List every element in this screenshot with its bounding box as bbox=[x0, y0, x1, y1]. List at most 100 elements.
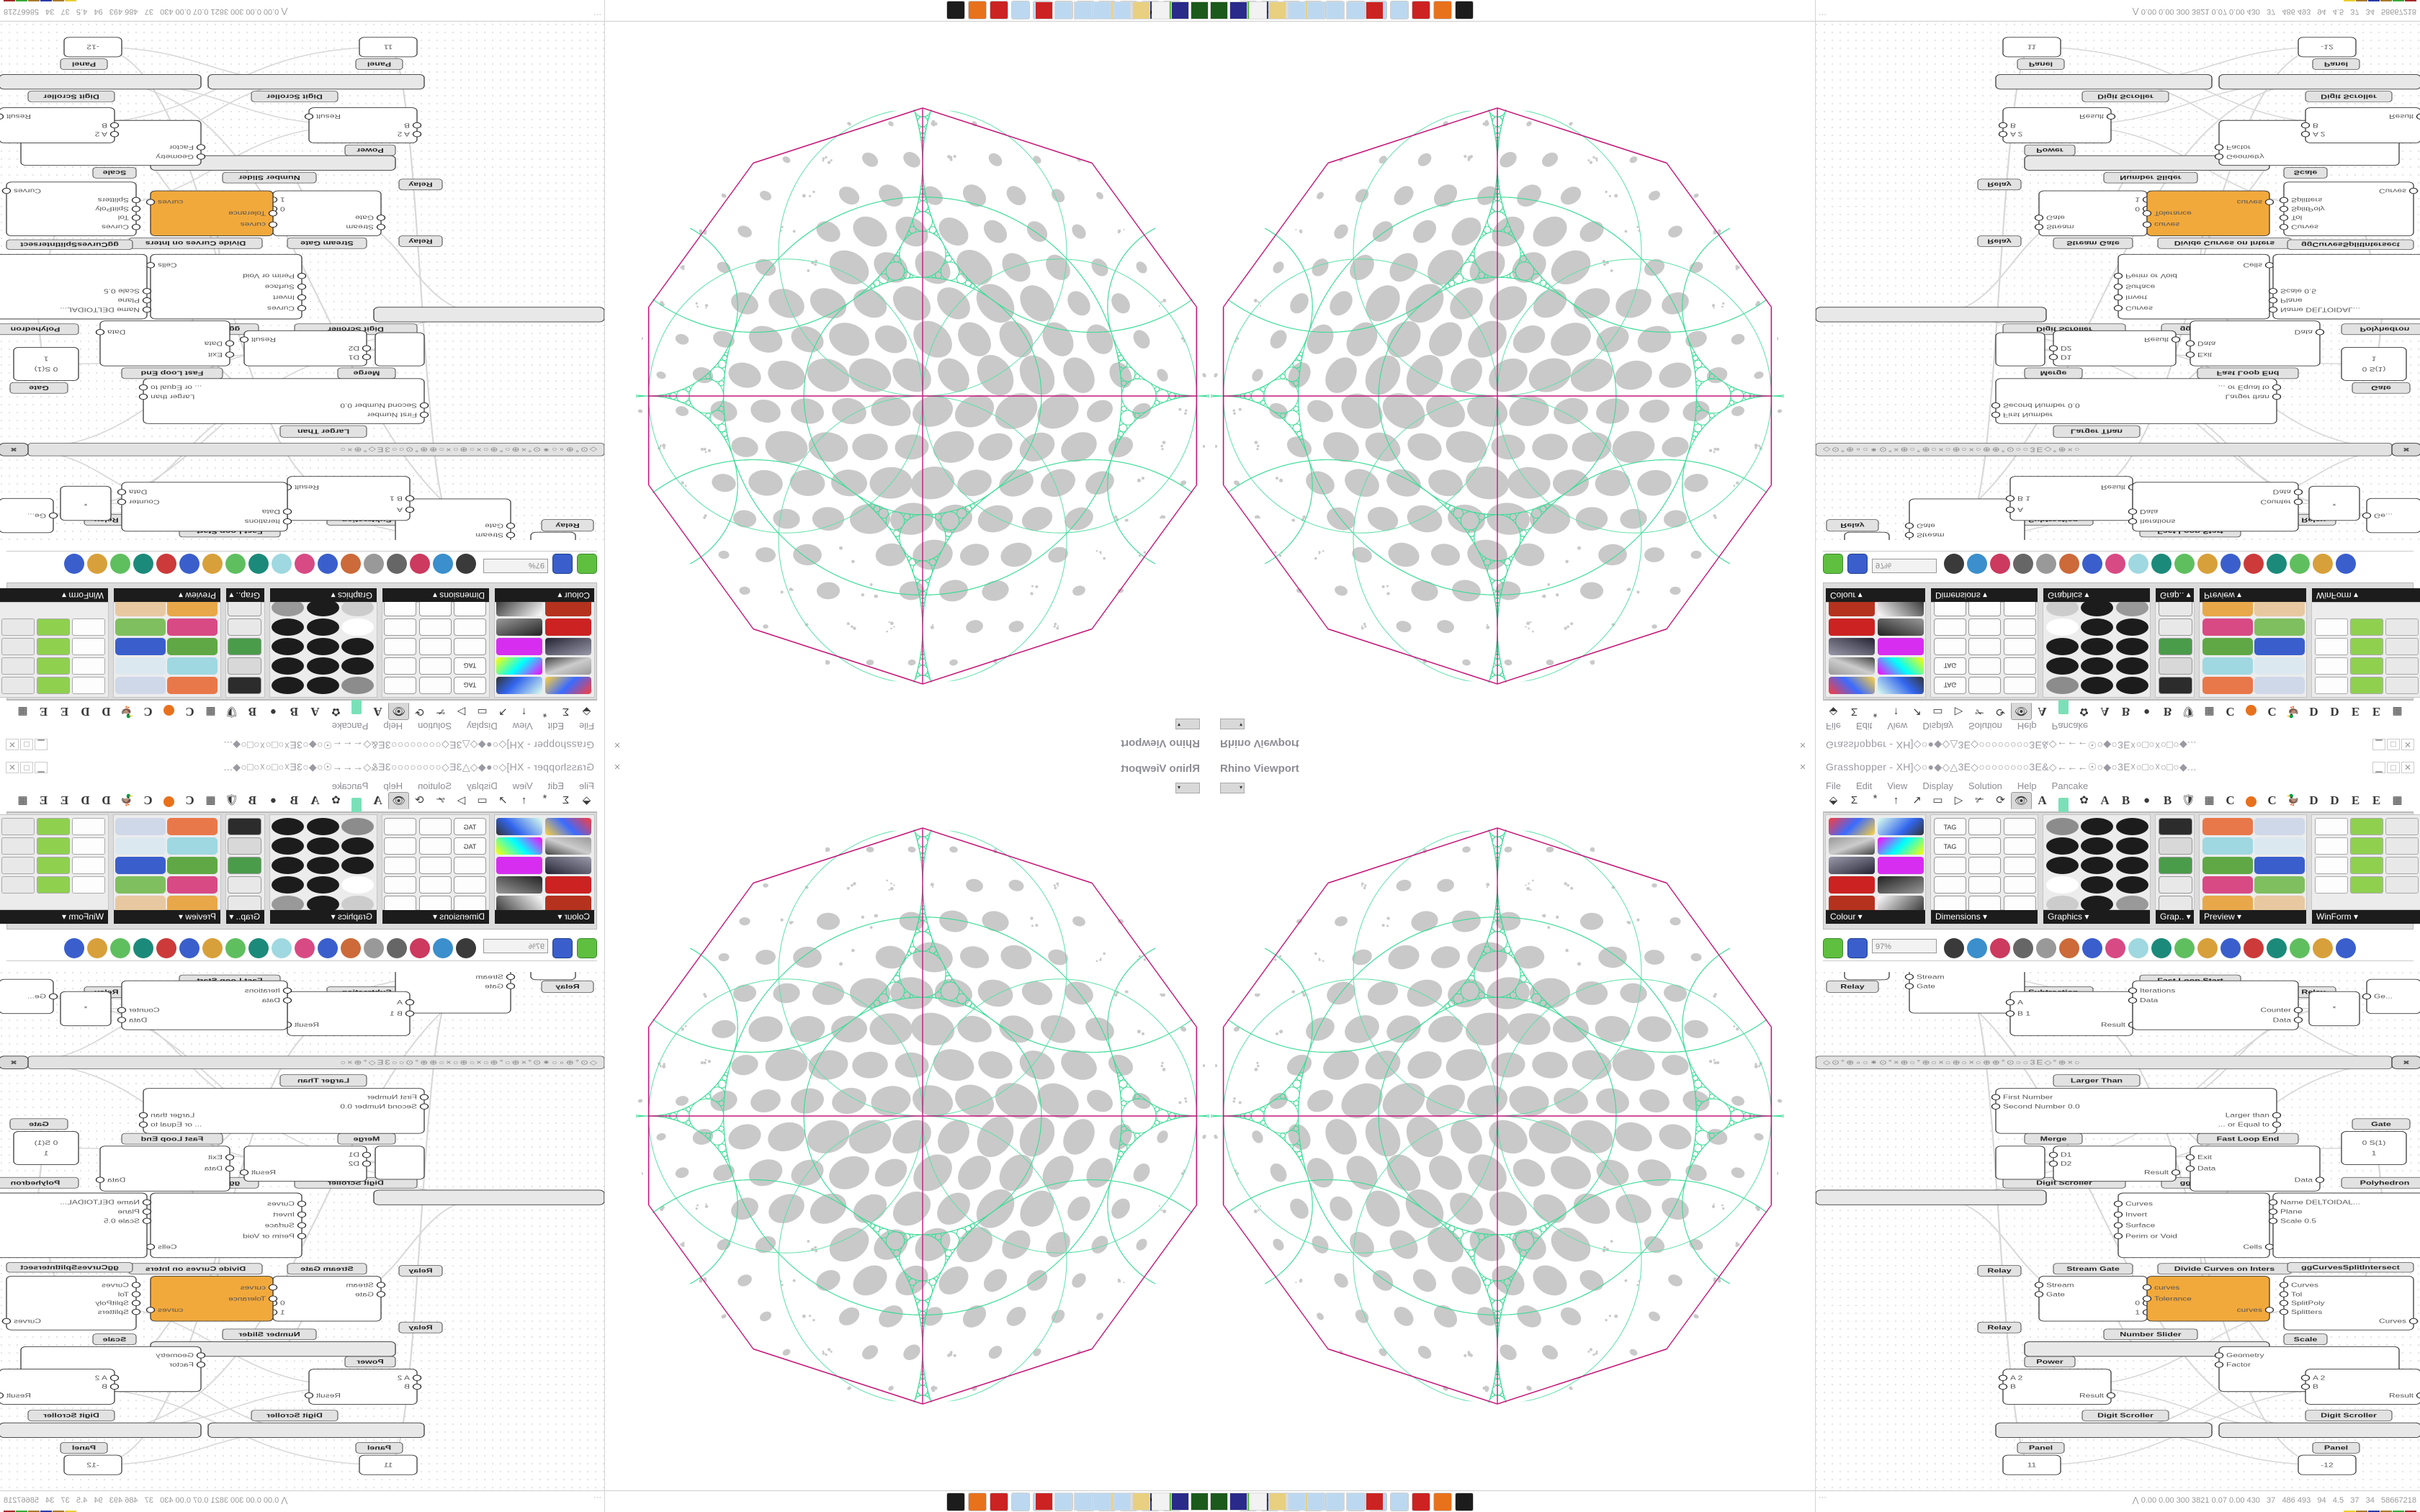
svg-text:Exit: Exit bbox=[208, 351, 223, 357]
svg-text:*: * bbox=[2333, 500, 2336, 506]
svg-text:Larger than: Larger than bbox=[151, 1112, 195, 1119]
svg-text:0 S(1): 0 S(1) bbox=[35, 366, 58, 372]
svg-text:11: 11 bbox=[383, 1462, 393, 1469]
svg-text:Power: Power bbox=[2036, 147, 2063, 154]
svg-text:Tolerance: Tolerance bbox=[2154, 210, 2192, 216]
svg-text:Number Slider: Number Slider bbox=[2120, 1331, 2181, 1338]
svg-text:Perim or Void: Perim or Void bbox=[243, 1233, 295, 1240]
svg-text:1: 1 bbox=[2135, 1310, 2140, 1316]
svg-text:A: A bbox=[2017, 506, 2023, 513]
svg-text:Data: Data bbox=[2295, 1177, 2313, 1184]
svg-text:Data: Data bbox=[2273, 488, 2292, 495]
svg-text:First Number: First Number bbox=[367, 411, 417, 418]
svg-text:D1: D1 bbox=[348, 1152, 359, 1158]
svg-text:Result: Result bbox=[2389, 1393, 2414, 1400]
svg-text:Panel: Panel bbox=[2029, 60, 2053, 68]
svg-text:Exit: Exit bbox=[2197, 351, 2212, 357]
svg-text:1: 1 bbox=[43, 1151, 48, 1157]
svg-text:D1: D1 bbox=[348, 354, 359, 360]
svg-text:Stream Gate: Stream Gate bbox=[300, 240, 354, 247]
svg-text:Divide Curves on Inters: Divide Curves on Inters bbox=[145, 1266, 246, 1273]
svg-text:B 1: B 1 bbox=[2017, 495, 2030, 501]
svg-text:Data: Data bbox=[204, 1166, 223, 1172]
svg-text:SplitPoly: SplitPoly bbox=[94, 1300, 129, 1307]
svg-text:B: B bbox=[2010, 1384, 2016, 1390]
svg-text:1: 1 bbox=[2135, 196, 2140, 202]
svg-text:ggCurvesSplitIntersect: ggCurvesSplitIntersect bbox=[2301, 1264, 2400, 1272]
svg-text:Cells: Cells bbox=[2243, 261, 2262, 268]
svg-text:Data: Data bbox=[107, 328, 126, 335]
svg-text:Scale 0.5: Scale 0.5 bbox=[2280, 287, 2316, 294]
svg-text:Tolerance: Tolerance bbox=[2154, 1296, 2192, 1302]
svg-text:1: 1 bbox=[280, 196, 285, 202]
svg-text:A: A bbox=[397, 999, 403, 1006]
svg-text:Data: Data bbox=[204, 340, 223, 346]
svg-text:B: B bbox=[2010, 122, 2016, 128]
svg-text:◇⊙°⊕∘○⁕⊙°×⊕○°⊕○×○⊕○×○⊕⊕°⊙○○3E◇: ◇⊙°⊕∘○⁕⊙°×⊕○°⊕○×○⊕○×○⊕⊕°⊙○○3E◇°⊕×○ bbox=[339, 446, 597, 453]
svg-text:Result: Result bbox=[2079, 1393, 2104, 1400]
svg-text:B: B bbox=[102, 122, 107, 128]
svg-text:0: 0 bbox=[2135, 1300, 2140, 1307]
svg-text:Stream: Stream bbox=[346, 223, 374, 230]
svg-text:Factor: Factor bbox=[169, 144, 194, 150]
svg-text:Exit: Exit bbox=[2197, 1155, 2212, 1161]
svg-text:Gate: Gate bbox=[1917, 522, 1935, 528]
svg-text:Iterations: Iterations bbox=[2140, 518, 2175, 524]
svg-text:A 2: A 2 bbox=[94, 130, 107, 137]
svg-text:Larger Than: Larger Than bbox=[2071, 1077, 2123, 1084]
svg-text:Merge: Merge bbox=[354, 369, 380, 377]
svg-text:Name DELTOIDAL...: Name DELTOIDAL... bbox=[2280, 1200, 2360, 1206]
svg-text:Second Number 0.0: Second Number 0.0 bbox=[2003, 1104, 2080, 1110]
svg-text:Result: Result bbox=[2079, 113, 2104, 120]
svg-text:Digit Scroller: Digit Scroller bbox=[43, 93, 99, 100]
svg-text:D2: D2 bbox=[348, 1161, 359, 1168]
svg-text:Gate: Gate bbox=[2371, 384, 2391, 392]
svg-text:Iterations: Iterations bbox=[245, 518, 280, 524]
svg-text:Plane: Plane bbox=[117, 1209, 140, 1215]
svg-text:D1: D1 bbox=[2061, 1152, 2072, 1158]
svg-text:Counter: Counter bbox=[128, 1007, 159, 1014]
svg-text:Data: Data bbox=[2295, 328, 2313, 335]
svg-text:1: 1 bbox=[2372, 355, 2377, 361]
svg-text:D1: D1 bbox=[2061, 354, 2072, 360]
svg-text:B: B bbox=[2313, 122, 2318, 128]
svg-text:Result: Result bbox=[6, 1393, 31, 1400]
svg-text:0 S(1): 0 S(1) bbox=[2362, 1140, 2386, 1146]
svg-text:Data: Data bbox=[2140, 508, 2159, 515]
svg-text:Result: Result bbox=[316, 1393, 341, 1400]
svg-text:Second Number 0.0: Second Number 0.0 bbox=[340, 402, 417, 408]
svg-text:Panel: Panel bbox=[367, 60, 391, 68]
svg-text:Tol: Tol bbox=[118, 1292, 129, 1298]
svg-text:Power: Power bbox=[357, 1359, 383, 1366]
svg-text:Fast Loop End: Fast Loop End bbox=[2217, 1135, 2280, 1143]
svg-text:A 2: A 2 bbox=[397, 130, 410, 137]
svg-text:curves: curves bbox=[2237, 199, 2262, 205]
svg-text:Data: Data bbox=[261, 998, 280, 1004]
svg-text:Larger than: Larger than bbox=[2226, 1112, 2270, 1119]
svg-text:Curves: Curves bbox=[2125, 305, 2153, 311]
svg-text:ggCurvesSplitIntersect: ggCurvesSplitIntersect bbox=[20, 241, 119, 248]
svg-text:B: B bbox=[404, 122, 410, 128]
svg-text:0: 0 bbox=[2135, 205, 2140, 212]
svg-text:Invert: Invert bbox=[273, 294, 295, 300]
svg-text:First Number: First Number bbox=[2003, 411, 2053, 418]
svg-text:B 1: B 1 bbox=[2017, 1011, 2030, 1017]
svg-text:Surface: Surface bbox=[264, 1223, 295, 1229]
svg-text:Panel: Panel bbox=[2029, 1444, 2053, 1452]
svg-text:Scale: Scale bbox=[2294, 169, 2318, 176]
svg-text:Counter: Counter bbox=[128, 498, 159, 505]
svg-text:Scale: Scale bbox=[103, 1336, 127, 1344]
svg-text:Relay: Relay bbox=[1987, 1268, 2011, 1275]
svg-text:Gate: Gate bbox=[485, 984, 503, 990]
svg-text:Fast Loop End: Fast Loop End bbox=[141, 1135, 204, 1143]
svg-text:D2: D2 bbox=[348, 345, 359, 351]
svg-text:Geometry: Geometry bbox=[155, 1353, 194, 1359]
svg-text:curves: curves bbox=[241, 1284, 266, 1291]
svg-text:Counter: Counter bbox=[2260, 498, 2291, 505]
svg-text:... or Equal to: ... or Equal to bbox=[2218, 384, 2270, 390]
svg-text:Gate: Gate bbox=[485, 522, 503, 528]
svg-text:11: 11 bbox=[383, 43, 393, 50]
svg-text:Result: Result bbox=[251, 1170, 276, 1176]
svg-text:Perim or Void: Perim or Void bbox=[2125, 272, 2177, 279]
svg-text:Curves: Curves bbox=[102, 223, 129, 230]
